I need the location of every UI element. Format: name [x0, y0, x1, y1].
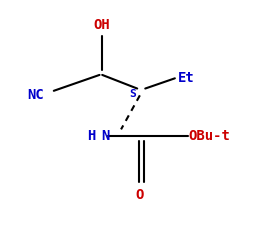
Text: N: N: [101, 129, 109, 143]
Text: NC: NC: [27, 88, 44, 102]
Text: H: H: [87, 129, 95, 143]
Text: S: S: [129, 89, 136, 99]
Text: O: O: [136, 188, 144, 202]
Text: Et: Et: [178, 71, 194, 85]
Text: OBu-t: OBu-t: [188, 129, 230, 143]
Text: OH: OH: [94, 18, 111, 32]
